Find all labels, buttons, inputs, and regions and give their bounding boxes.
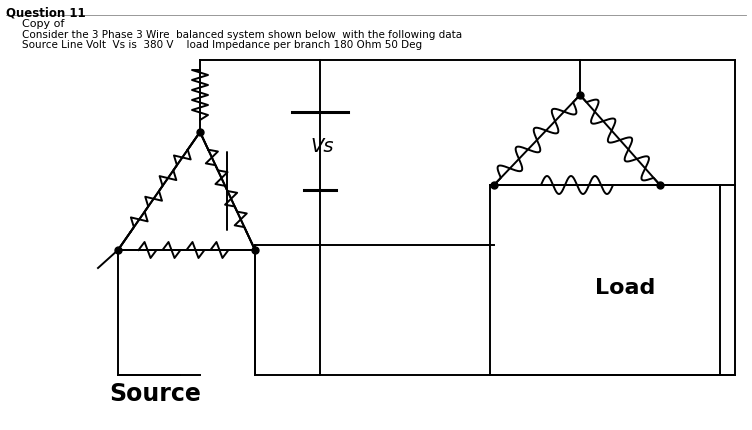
- Text: Source: Source: [109, 382, 201, 406]
- Text: Copy of: Copy of: [22, 19, 65, 29]
- Text: Load: Load: [595, 278, 655, 298]
- Text: Question 11: Question 11: [6, 6, 86, 19]
- Text: Vs: Vs: [310, 136, 333, 156]
- Text: Consider the 3 Phase 3 Wire  balanced system shown below  with the following dat: Consider the 3 Phase 3 Wire balanced sys…: [22, 30, 462, 40]
- Text: Source Line Volt  Vs is  380 V    load Impedance per branch 180 Ohm 50 Deg: Source Line Volt Vs is 380 V load Impeda…: [22, 40, 422, 50]
